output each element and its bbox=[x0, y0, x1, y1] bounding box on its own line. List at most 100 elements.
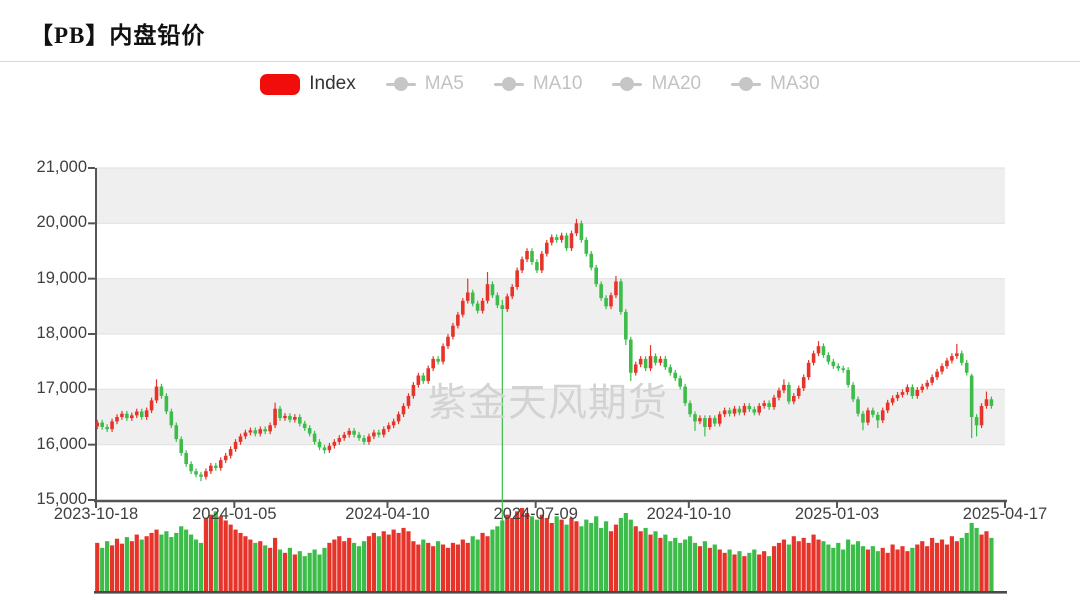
candle-body bbox=[559, 235, 564, 240]
band-row bbox=[96, 278, 1005, 334]
volume-bar bbox=[302, 556, 307, 591]
candle-body bbox=[248, 430, 253, 433]
candle-body bbox=[856, 399, 860, 414]
volume-bar bbox=[347, 537, 352, 591]
volume-bar bbox=[930, 537, 935, 591]
volume-chart-canvas[interactable] bbox=[0, 500, 1080, 609]
candle-body bbox=[352, 430, 356, 435]
volume-bar bbox=[697, 546, 703, 591]
candle-body bbox=[317, 441, 322, 448]
volume-bar bbox=[949, 536, 954, 591]
x-axis-tick-label: 2025-04-17 bbox=[962, 505, 1048, 523]
volume-bar bbox=[727, 549, 732, 591]
volume-bar bbox=[668, 541, 673, 591]
candle-body bbox=[283, 415, 287, 419]
candle-body bbox=[564, 235, 569, 249]
volume-bar bbox=[643, 527, 648, 591]
volume-bar bbox=[406, 531, 411, 591]
volume-bar bbox=[376, 536, 381, 591]
volume-bar bbox=[811, 534, 816, 591]
volume-bar bbox=[317, 554, 322, 591]
legend-item-index[interactable]: Index bbox=[260, 73, 356, 95]
legend-label: Index bbox=[309, 73, 356, 94]
volume-bar bbox=[890, 544, 895, 591]
candle-body bbox=[110, 421, 114, 430]
volume-bar bbox=[603, 521, 609, 591]
volume-bar bbox=[589, 522, 594, 591]
candle-body bbox=[796, 388, 801, 396]
legend-item-ma30[interactable]: MA30 bbox=[731, 73, 820, 95]
volume-bar bbox=[174, 532, 179, 591]
candle-body bbox=[722, 410, 727, 415]
volume-bar bbox=[855, 541, 861, 591]
volume-bar bbox=[277, 549, 283, 591]
candle-body bbox=[218, 460, 223, 468]
volume-bar bbox=[806, 542, 811, 591]
volume-bar bbox=[164, 531, 169, 591]
candle-body bbox=[900, 392, 905, 395]
candle-body bbox=[668, 367, 673, 373]
candle-body bbox=[959, 353, 964, 363]
volume-bar bbox=[712, 544, 717, 591]
candle-body bbox=[895, 394, 900, 399]
volume-bar bbox=[332, 539, 337, 591]
candle-body bbox=[204, 471, 208, 477]
candle-body bbox=[826, 355, 831, 362]
candle-body bbox=[436, 358, 440, 362]
candle-body bbox=[599, 284, 603, 299]
candle-body bbox=[821, 346, 826, 356]
y-axis-tick-label: 18,000 bbox=[36, 324, 87, 342]
volume-bar bbox=[564, 524, 569, 591]
volume-bar bbox=[633, 526, 638, 591]
candle-body bbox=[228, 449, 233, 456]
candle-body bbox=[139, 411, 144, 417]
legend-item-ma20[interactable]: MA20 bbox=[612, 73, 701, 95]
candle-body bbox=[549, 237, 554, 243]
legend-item-ma5[interactable]: MA5 bbox=[385, 73, 464, 95]
candle-body bbox=[337, 438, 342, 442]
candle-body bbox=[767, 403, 771, 408]
candle-body bbox=[500, 305, 505, 310]
volume-bar bbox=[594, 516, 599, 591]
volume-bar bbox=[342, 541, 347, 591]
volume-bar bbox=[470, 536, 475, 591]
volume-bar bbox=[954, 541, 959, 591]
candle-body bbox=[683, 386, 687, 404]
volume-bar bbox=[678, 542, 683, 591]
volume-bar bbox=[179, 526, 184, 591]
volume-bar bbox=[450, 542, 456, 591]
volume-bar bbox=[722, 552, 727, 591]
candle-body bbox=[910, 387, 915, 396]
volume-bar bbox=[154, 529, 159, 591]
volume-bar bbox=[208, 514, 213, 591]
volume-bar bbox=[105, 541, 110, 591]
candle-body bbox=[974, 417, 979, 426]
volume-bar bbox=[846, 539, 851, 591]
candle-body bbox=[233, 441, 238, 450]
volume-bar bbox=[771, 546, 777, 591]
candle-body bbox=[579, 223, 584, 240]
volume-bar bbox=[663, 534, 668, 591]
candle-body bbox=[624, 311, 628, 340]
volume-bar bbox=[544, 517, 549, 591]
candle-body bbox=[673, 372, 678, 379]
volume-bar bbox=[386, 534, 391, 591]
volume-bar bbox=[831, 547, 836, 591]
legend-item-ma10[interactable]: MA10 bbox=[493, 73, 582, 95]
volume-bar bbox=[233, 529, 238, 591]
volume-bar bbox=[297, 551, 302, 591]
x-axis-tick-label: 2024-04-10 bbox=[345, 505, 430, 523]
volume-bar bbox=[786, 544, 791, 591]
price-chart-canvas[interactable] bbox=[0, 167, 1080, 533]
volume-bar bbox=[401, 527, 406, 591]
volume-bar bbox=[203, 517, 209, 591]
volume-bar bbox=[534, 519, 540, 591]
volume-bar bbox=[796, 541, 801, 591]
candle-body bbox=[411, 384, 416, 396]
candle-body bbox=[851, 384, 855, 400]
volume-bar bbox=[850, 544, 856, 591]
volume-bar bbox=[599, 527, 604, 591]
chart-title: 【PB】内盘铅价 bbox=[30, 23, 206, 48]
volume-bar bbox=[119, 543, 125, 591]
line-dot-icon bbox=[493, 77, 524, 91]
